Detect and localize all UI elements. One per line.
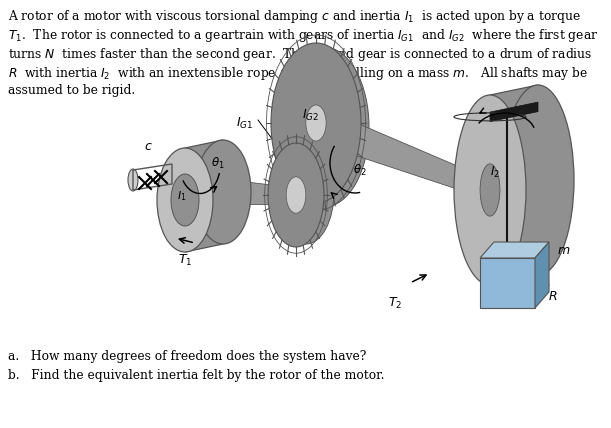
- Polygon shape: [490, 85, 538, 285]
- Text: $\theta_2$: $\theta_2$: [353, 163, 367, 178]
- Text: $c$: $c$: [144, 140, 152, 153]
- Text: $m$: $m$: [557, 244, 570, 256]
- Polygon shape: [324, 109, 490, 200]
- Ellipse shape: [157, 148, 213, 252]
- Text: $T_2$: $T_2$: [388, 296, 402, 311]
- Ellipse shape: [171, 174, 199, 226]
- Ellipse shape: [278, 140, 334, 244]
- Ellipse shape: [279, 47, 369, 207]
- Text: $\theta_1$: $\theta_1$: [211, 156, 225, 171]
- Text: A rotor of a motor with viscous torsional damping $c$ and inertia $I_1$  is acte: A rotor of a motor with viscous torsiona…: [8, 8, 580, 25]
- Ellipse shape: [502, 85, 574, 275]
- Text: a.   How many degrees of freedom does the system have?: a. How many degrees of freedom does the …: [8, 350, 367, 363]
- Text: $R$: $R$: [548, 290, 558, 303]
- Text: turns $N$  times faster than the second gear.  The second gear is connected to a: turns $N$ times faster than the second g…: [8, 46, 593, 63]
- Text: $I_{G2}$: $I_{G2}$: [302, 107, 320, 122]
- Ellipse shape: [128, 169, 138, 191]
- Text: $I_{G1}$: $I_{G1}$: [236, 116, 254, 131]
- Text: $I_1$: $I_1$: [177, 189, 187, 203]
- Text: $T_1$.  The rotor is connected to a geartrain with gears of inertia $I_{G1}$  an: $T_1$. The rotor is connected to a geart…: [8, 27, 598, 44]
- Polygon shape: [480, 242, 549, 258]
- Ellipse shape: [268, 143, 324, 247]
- Ellipse shape: [271, 43, 361, 203]
- Text: $I_2$: $I_2$: [490, 164, 500, 180]
- Polygon shape: [480, 258, 535, 308]
- Ellipse shape: [480, 164, 500, 216]
- Ellipse shape: [286, 177, 306, 213]
- Text: $R$  with inertia $I_2$  with an inextensible rope around it pulling on a mass $: $R$ with inertia $I_2$ with an inextensi…: [8, 65, 588, 82]
- Ellipse shape: [454, 95, 526, 285]
- Polygon shape: [490, 102, 538, 122]
- Text: $T_1$: $T_1$: [178, 253, 192, 268]
- Text: assumed to be rigid.: assumed to be rigid.: [8, 84, 135, 97]
- Polygon shape: [223, 179, 295, 205]
- Ellipse shape: [195, 140, 251, 244]
- Polygon shape: [535, 242, 549, 308]
- Ellipse shape: [306, 105, 326, 141]
- Polygon shape: [185, 140, 223, 252]
- Text: b.   Find the equivalent inertia felt by the rotor of the motor.: b. Find the equivalent inertia felt by t…: [8, 369, 384, 382]
